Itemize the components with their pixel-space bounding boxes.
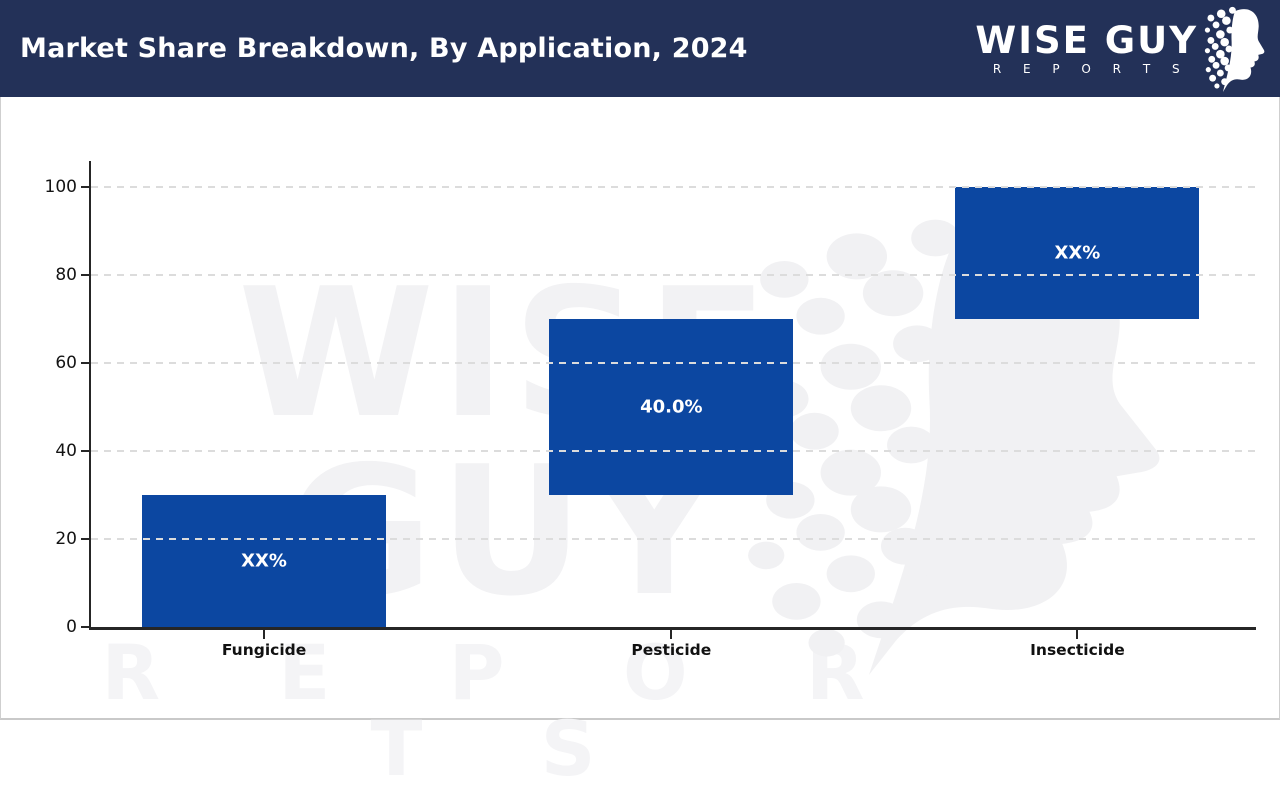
y-tick-40 — [81, 449, 89, 452]
header-bar: Market Share Breakdown, By Application, … — [0, 0, 1280, 97]
bar-label-insecticide: XX% — [1054, 242, 1101, 264]
y-tick-label-0: 0 — [66, 617, 77, 637]
bar-label-pesticide: 40.0% — [640, 396, 703, 418]
bar-fungicide — [142, 494, 387, 627]
bar-pesticide — [549, 318, 794, 495]
logo-text: WISE GUY R E P O R T S — [975, 22, 1198, 75]
x-tick-pesticide — [670, 630, 673, 639]
x-axis-line — [89, 627, 1256, 630]
x-tick-insecticide — [1076, 630, 1079, 639]
y-tick-label-20: 20 — [55, 528, 77, 549]
logo-wordmark: WISE GUY — [975, 19, 1198, 62]
x-tick-label-fungicide: Fungicide — [221, 641, 307, 659]
bar-label-fungicide: XX% — [241, 550, 287, 572]
y-tick-label-80: 80 — [55, 264, 77, 285]
wise-guy-logo: WISE GUY R E P O R T S — [975, 6, 1266, 92]
gridline-100 — [91, 185, 1256, 188]
gridline-20 — [91, 537, 1256, 540]
y-tick-label-40: 40 — [55, 440, 77, 461]
y-tick-80 — [81, 273, 89, 276]
y-tick-100 — [81, 185, 89, 188]
chart-canvas: WISE GUY R E P O R T S 0 20 40 60 80 100 XX% Fu… — [0, 97, 1280, 787]
logo-head-icon — [1204, 6, 1265, 92]
bar-insecticide — [955, 186, 1200, 319]
gridline-40 — [91, 449, 1256, 452]
x-tick-label-insecticide: Insecticide — [1030, 641, 1125, 659]
y-tick-label-100: 100 — [44, 176, 77, 197]
gridline-60 — [91, 361, 1256, 364]
y-tick-20 — [81, 537, 89, 540]
x-tick-label-pesticide: Pesticide — [631, 641, 712, 659]
y-tick-60 — [81, 361, 89, 364]
gridline-80 — [91, 273, 1256, 276]
y-tick-label-60: 60 — [55, 352, 77, 373]
logo-subtitle: R E P O R T S — [992, 62, 1189, 76]
y-axis-spine — [89, 161, 91, 629]
x-tick-fungicide — [263, 630, 266, 639]
y-tick-0 — [81, 626, 89, 628]
page-title: Market Share Breakdown, By Application, … — [20, 33, 748, 64]
